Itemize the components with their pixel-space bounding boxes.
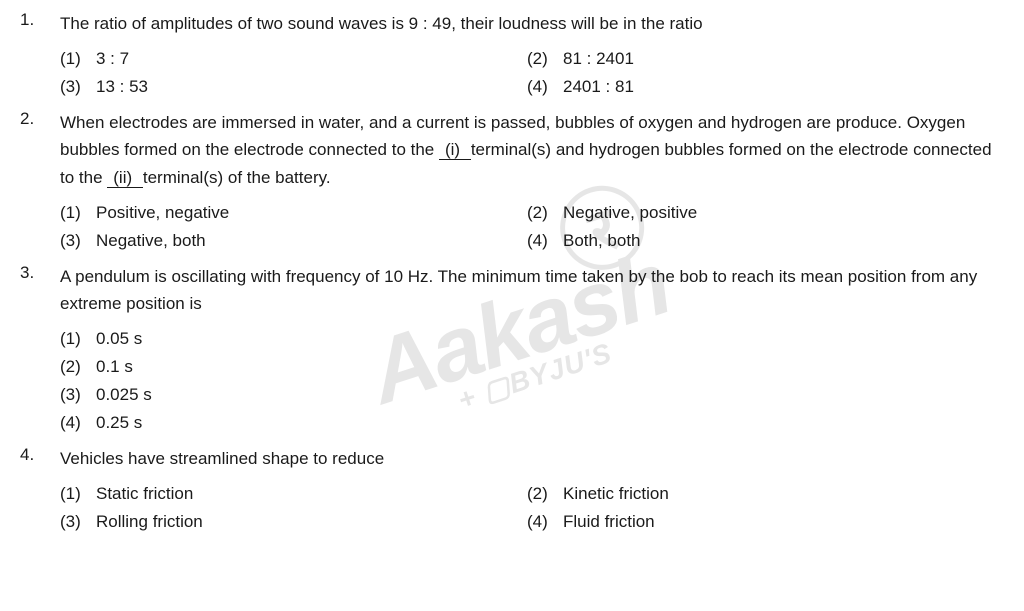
option-2: (2)0.1 s: [60, 353, 994, 381]
option-4: (4)2401 : 81: [527, 73, 994, 101]
option-2: (2)Negative, positive: [527, 199, 994, 227]
options: (1)3 : 7 (2)81 : 2401 (3)13 : 53 (4)2401…: [60, 45, 994, 101]
option-1: (1)Positive, negative: [60, 199, 527, 227]
question-text: The ratio of amplitudes of two sound wav…: [60, 10, 994, 37]
blank-1: (i): [439, 140, 471, 160]
question-text: A pendulum is oscillating with frequency…: [60, 263, 994, 317]
option-4: (4)0.25 s: [60, 409, 994, 437]
options: (1)0.05 s (2)0.1 s (3)0.025 s (4)0.25 s: [60, 325, 994, 437]
options: (1)Static friction (2)Kinetic friction (…: [60, 480, 994, 536]
question-number: 3.: [20, 263, 60, 437]
page-content: 1. The ratio of amplitudes of two sound …: [0, 0, 1024, 554]
question-number: 1.: [20, 10, 60, 101]
question-1: 1. The ratio of amplitudes of two sound …: [20, 10, 994, 101]
option-1: (1)0.05 s: [60, 325, 994, 353]
option-3: (3)Rolling friction: [60, 508, 527, 536]
option-3: (3)13 : 53: [60, 73, 527, 101]
question-number: 4.: [20, 445, 60, 536]
question-number: 2.: [20, 109, 60, 255]
option-4: (4)Fluid friction: [527, 508, 994, 536]
option-1: (1)Static friction: [60, 480, 527, 508]
blank-2: (ii): [107, 168, 143, 188]
question-3: 3. A pendulum is oscillating with freque…: [20, 263, 994, 437]
option-1: (1)3 : 7: [60, 45, 527, 73]
option-2: (2)81 : 2401: [527, 45, 994, 73]
question-2: 2. When electrodes are immersed in water…: [20, 109, 994, 255]
option-2: (2)Kinetic friction: [527, 480, 994, 508]
options: (1)Positive, negative (2)Negative, posit…: [60, 199, 994, 255]
question-text: Vehicles have streamlined shape to reduc…: [60, 445, 994, 472]
question-text: When electrodes are immersed in water, a…: [60, 109, 994, 191]
question-4: 4. Vehicles have streamlined shape to re…: [20, 445, 994, 536]
option-3: (3)Negative, both: [60, 227, 527, 255]
option-4: (4)Both, both: [527, 227, 994, 255]
option-3: (3)0.025 s: [60, 381, 994, 409]
